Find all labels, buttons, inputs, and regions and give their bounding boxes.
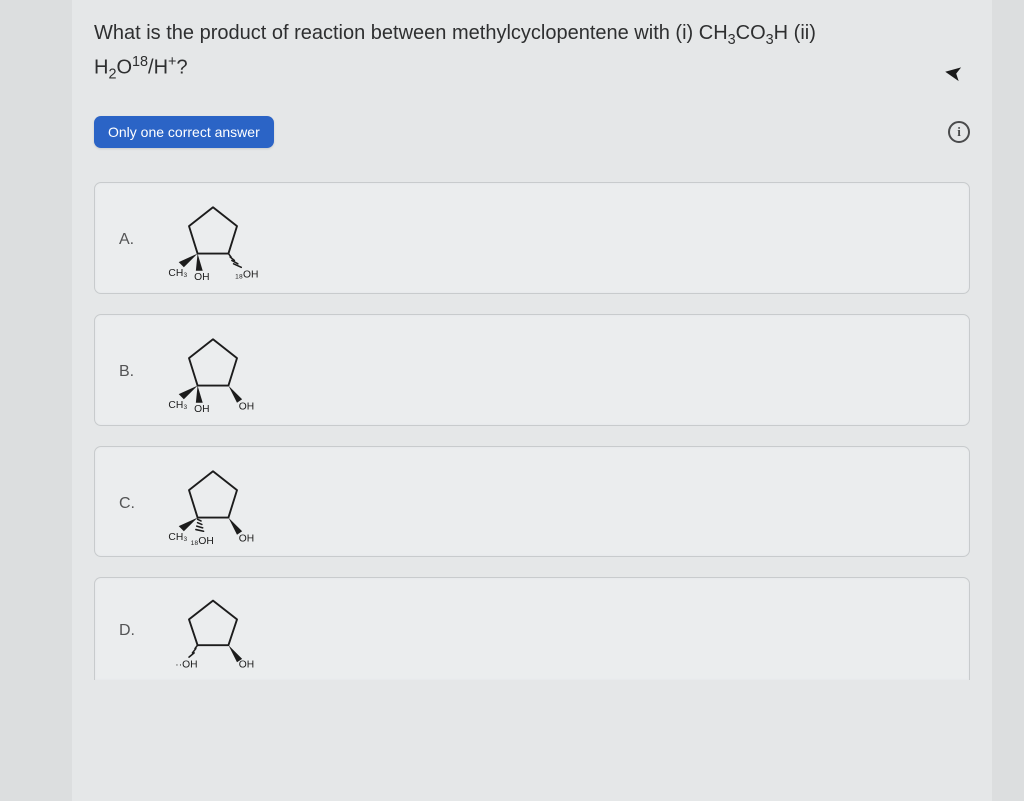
info-icon[interactable]: i [948, 121, 970, 143]
svg-text:OH: OH [194, 404, 209, 415]
svg-text:OH: OH [239, 402, 254, 413]
q-mid4: /H [148, 57, 168, 79]
q-sub3a: 3 [728, 32, 736, 48]
option-d-letter: D. [119, 622, 153, 640]
option-d[interactable]: D. ··OH OH [94, 577, 970, 679]
svg-text:CH₃: CH₃ [168, 268, 187, 279]
svg-text:CH₃: CH₃ [168, 532, 187, 543]
option-b-structure: CH₃ OH OH [153, 329, 273, 415]
svg-text:OH: OH [194, 272, 209, 283]
svg-text:OH: OH [239, 660, 254, 670]
q-sup18: 18 [132, 54, 148, 70]
option-a-letter: A. [119, 231, 153, 249]
option-d-structure: ··OH OH [153, 592, 273, 669]
q-mid3: O [116, 57, 132, 79]
badge-row: Only one correct answer i [94, 116, 970, 148]
svg-text:₁₈OH: ₁₈OH [191, 536, 214, 547]
option-a[interactable]: A. CH₃ OH ₁₈OH [94, 182, 970, 294]
q-line1-pre: What is the product of reaction between … [94, 22, 728, 44]
cursor-icon: ➤ [941, 59, 964, 88]
q-end: ? [176, 57, 187, 79]
option-c-structure: CH₃ ₁₈OH OH [153, 461, 273, 547]
svg-text:₁₈OH: ₁₈OH [235, 270, 258, 281]
option-b[interactable]: B. CH₃ OH OH [94, 314, 970, 426]
svg-text:CH₃: CH₃ [168, 400, 187, 411]
option-c-letter: C. [119, 495, 153, 513]
q-mid2: H (ii) [774, 22, 816, 44]
answer-type-badge: Only one correct answer [94, 116, 274, 148]
option-c[interactable]: C. CH₃ ₁₈OH OH [94, 446, 970, 558]
q-mid1: CO [736, 22, 766, 44]
option-a-structure: CH₃ OH ₁₈OH [153, 197, 273, 283]
q-sub3b: 3 [766, 32, 774, 48]
q-line2-pre: H [94, 57, 108, 79]
svg-text:OH: OH [239, 533, 254, 544]
question-text: What is the product of reaction between … [94, 18, 970, 86]
svg-text:··OH: ··OH [175, 660, 197, 670]
option-b-letter: B. [119, 363, 153, 381]
